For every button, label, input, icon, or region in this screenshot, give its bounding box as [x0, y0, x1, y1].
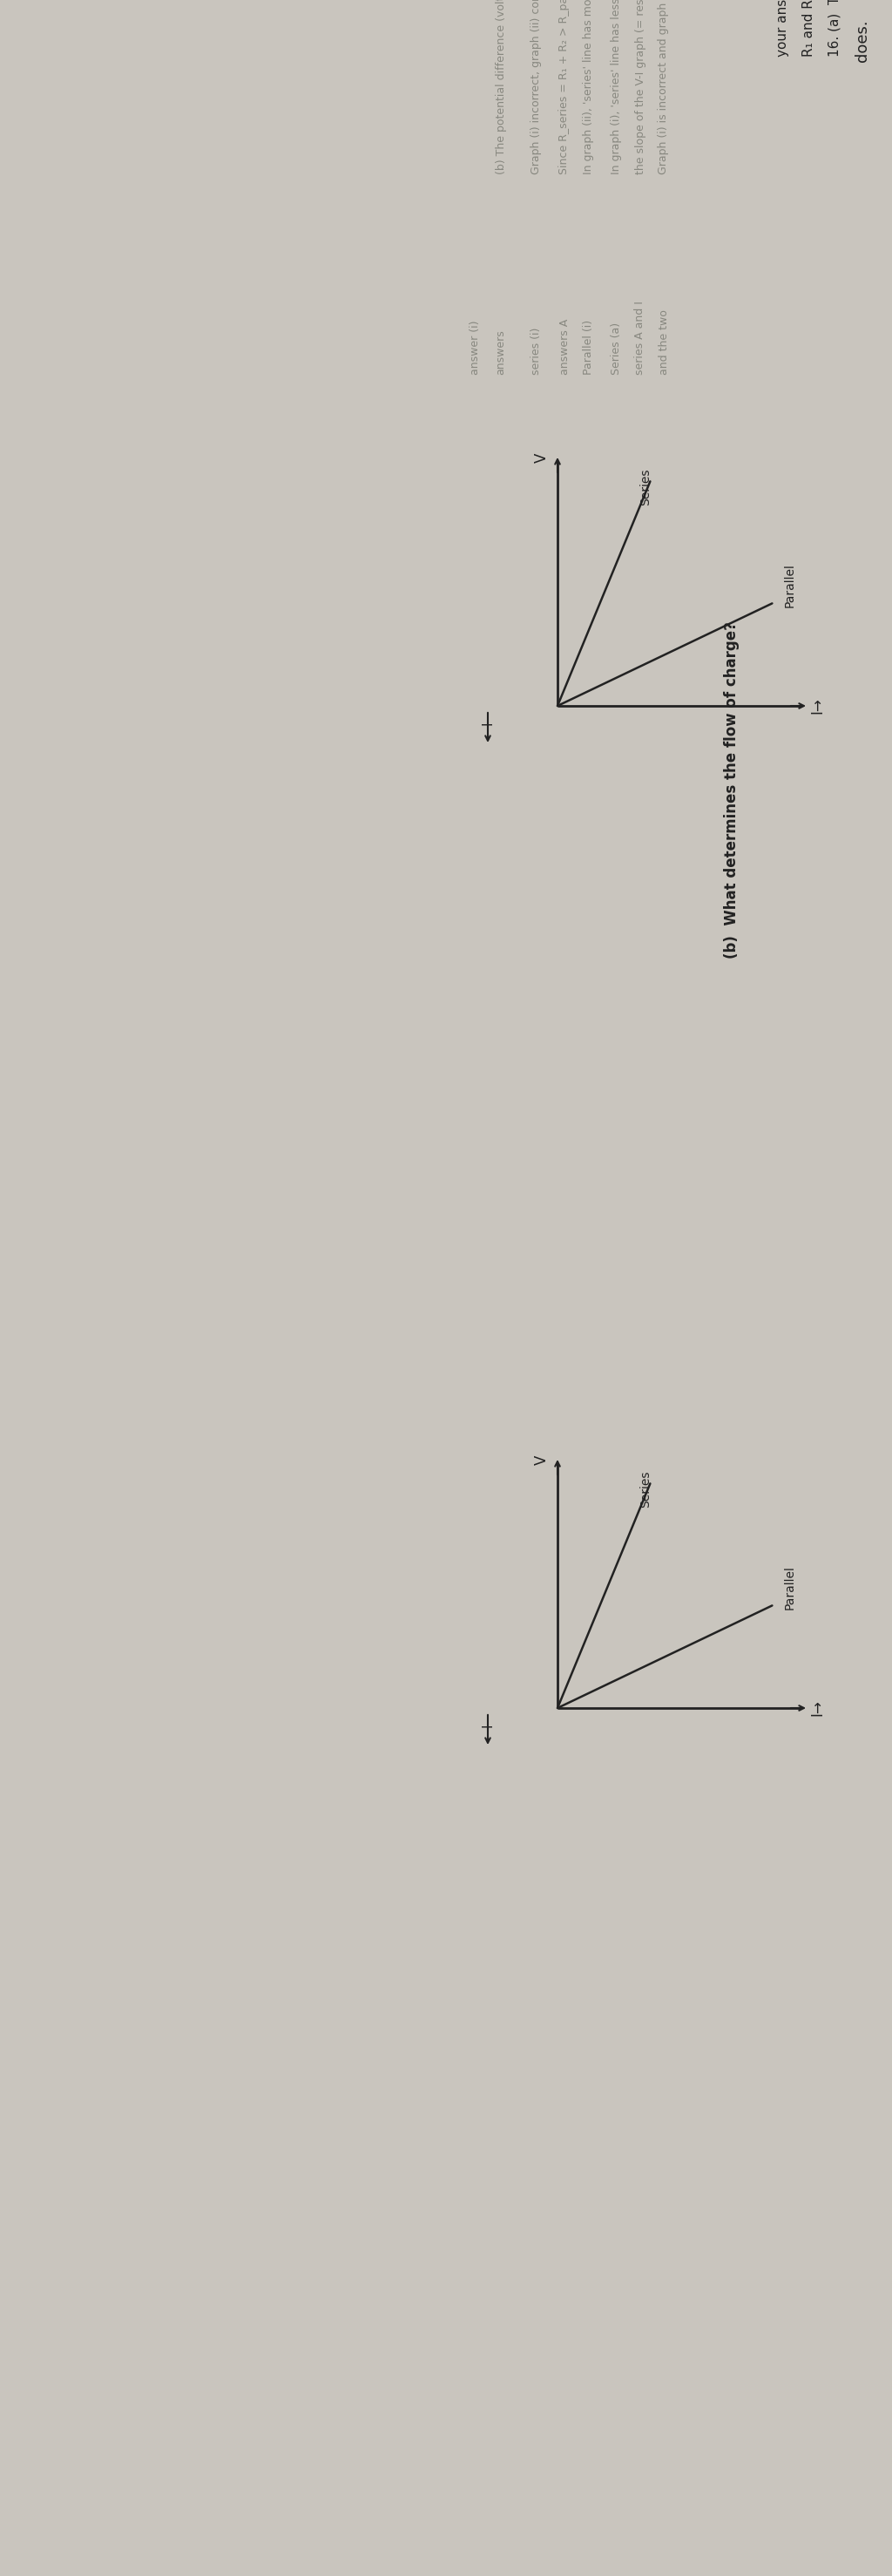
- Text: (b)  What determines the flow of charge?: (b) What determines the flow of charge?: [724, 621, 739, 958]
- Text: series A and I: series A and I: [634, 301, 646, 374]
- Text: your answer.: your answer.: [776, 0, 789, 57]
- Text: Series: Series: [640, 469, 652, 505]
- Text: and the two: and the two: [658, 309, 669, 374]
- Text: Parallel: Parallel: [783, 564, 796, 608]
- Text: I→: I→: [809, 698, 825, 714]
- Text: answer (i): answer (i): [469, 319, 481, 374]
- Text: 16. (a)  Two students perform the experiments on series and parallel combination: 16. (a) Two students perform the experim…: [828, 0, 841, 57]
- Text: I: I: [482, 721, 494, 726]
- Text: In graph (i), 'series' line has less slope than 'parallel' line (incorrect).: In graph (i), 'series' line has less slo…: [611, 0, 623, 175]
- Text: I: I: [482, 1723, 494, 1728]
- Text: answers A: answers A: [558, 319, 570, 374]
- Text: R₁ and R₂ and plot the following V-I graphs. Which of the graphs is/are correctl: R₁ and R₂ and plot the following V-I gra…: [802, 0, 815, 57]
- Text: In graph (ii), 'series' line has more slope than 'parallel' (correct).: In graph (ii), 'series' line has more sl…: [582, 0, 594, 175]
- Text: Graph (i) incorrect, graph (ii) correct.  I → 1: Graph (i) incorrect, graph (ii) correct.…: [530, 0, 541, 175]
- Text: Series: Series: [640, 1471, 652, 1507]
- Text: Series (a): Series (a): [611, 322, 623, 374]
- Text: Graph (i) is incorrect and graph (ii) is correct. In series combination,: Graph (i) is incorrect and graph (ii) is…: [658, 0, 669, 175]
- Text: answers: answers: [495, 330, 507, 374]
- Text: Parallel (i): Parallel (i): [582, 319, 594, 374]
- Text: V: V: [534, 1455, 549, 1466]
- Text: series (i): series (i): [530, 327, 541, 374]
- Text: Since R_series = R₁ + R₂ > R_parallel = R₁R₂/(R₁+R₂).: Since R_series = R₁ + R₂ > R_parallel = …: [558, 0, 570, 175]
- Text: V: V: [534, 453, 549, 464]
- Text: (b) The potential difference (voltage) of the source drives the flow of charge.: (b) The potential difference (voltage) o…: [495, 0, 507, 175]
- Text: I→: I→: [809, 1700, 825, 1716]
- Text: does.: does.: [855, 18, 871, 62]
- Text: the slope of the V-I graph (= resistance) is more than that of parallel.: the slope of the V-I graph (= resistance…: [634, 0, 646, 175]
- Text: Parallel: Parallel: [783, 1566, 796, 1610]
